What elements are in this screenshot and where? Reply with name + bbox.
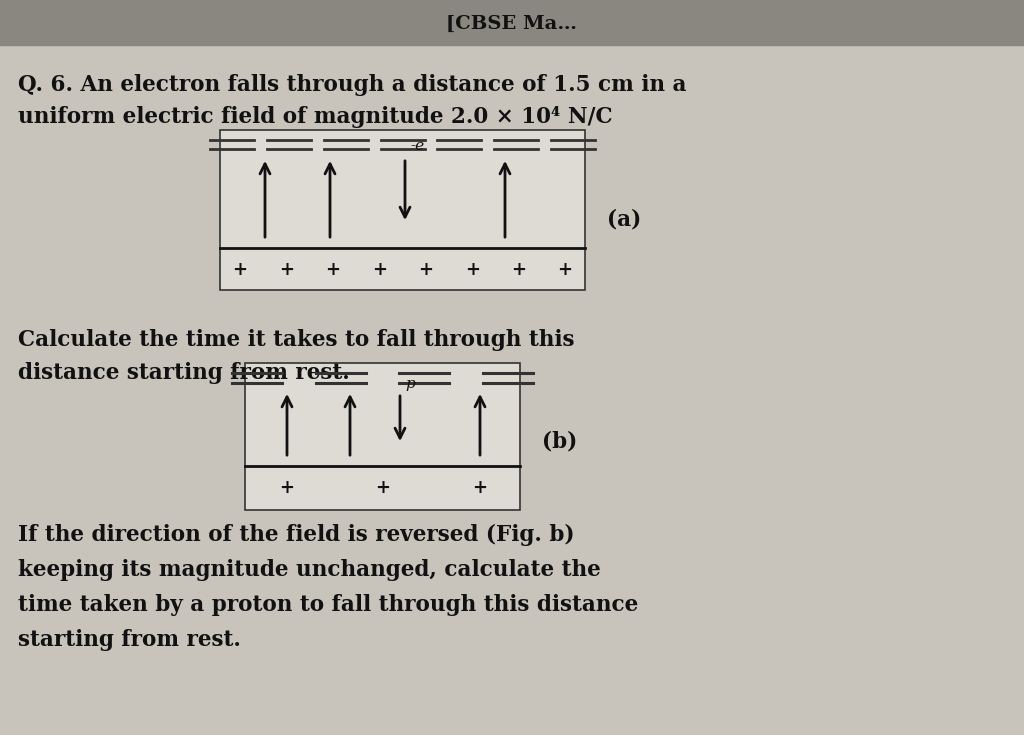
Text: +: + [326, 261, 340, 279]
Text: +: + [418, 261, 433, 279]
Text: +: + [511, 261, 526, 279]
Text: +: + [557, 261, 572, 279]
Text: +: + [280, 479, 295, 497]
Text: +: + [279, 261, 294, 279]
Text: +: + [372, 261, 387, 279]
Text: +: + [465, 261, 479, 279]
Text: If the direction of the field is reversed (Fig. b): If the direction of the field is reverse… [18, 524, 574, 546]
Text: [CBSE Ma…: [CBSE Ma… [446, 15, 578, 32]
Text: distance starting from rest.: distance starting from rest. [18, 362, 350, 384]
Text: time taken by a proton to fall through this distance: time taken by a proton to fall through t… [18, 594, 638, 616]
Text: -e: -e [410, 139, 424, 153]
Text: uniform electric field of magnitude 2.0 × 10⁴ N/C: uniform electric field of magnitude 2.0 … [18, 106, 612, 128]
Text: keeping its magnitude unchanged, calculate the: keeping its magnitude unchanged, calcula… [18, 559, 601, 581]
Text: +: + [376, 479, 390, 497]
Text: Calculate the time it takes to fall through this: Calculate the time it takes to fall thro… [18, 329, 574, 351]
Bar [245, 363, 520, 510]
Bar [0, 0, 1024, 45]
Bar [220, 130, 585, 290]
Text: +: + [472, 479, 487, 497]
Text: p: p [406, 377, 415, 391]
Text: (a): (a) [607, 209, 641, 231]
Text: (b): (b) [542, 431, 578, 453]
Text: Q. 6. An electron falls through a distance of 1.5 cm in a: Q. 6. An electron falls through a distan… [18, 74, 686, 96]
Text: +: + [232, 261, 248, 279]
Text: starting from rest.: starting from rest. [18, 629, 241, 651]
